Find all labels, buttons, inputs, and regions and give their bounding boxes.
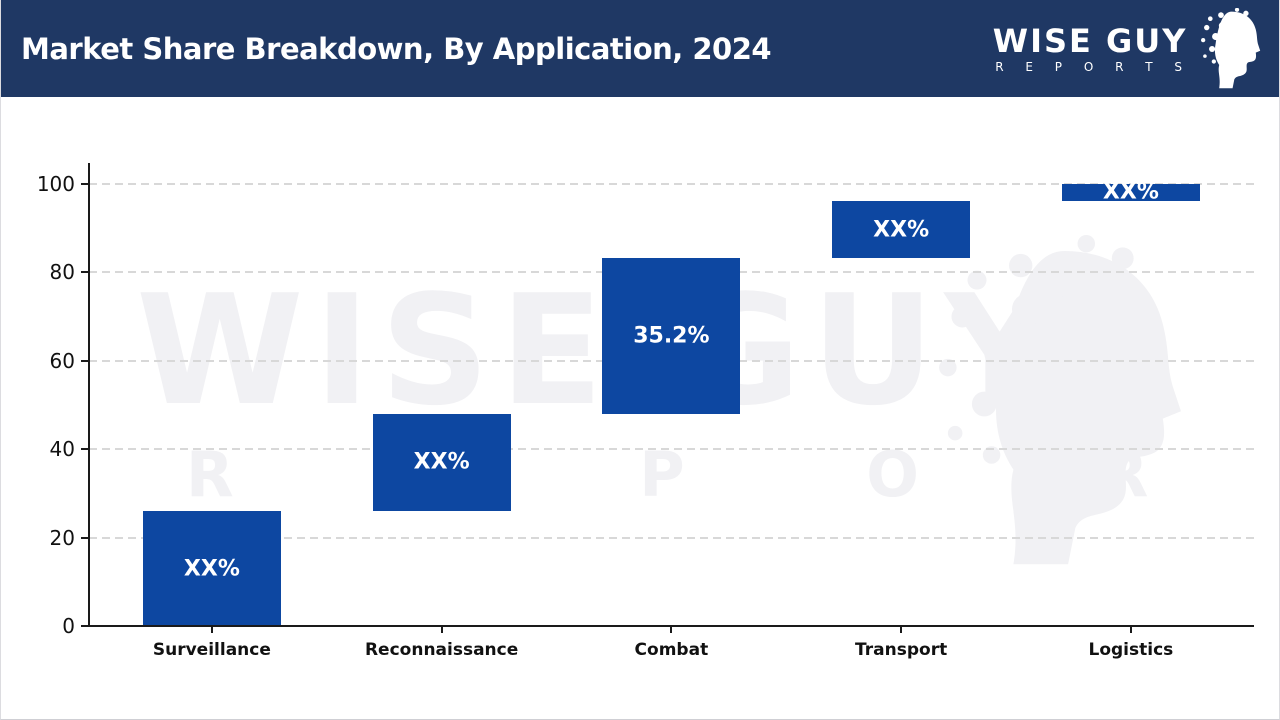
header-bar: Market Share Breakdown, By Application, … (1, 0, 1279, 97)
y-tick-mark (81, 625, 88, 627)
y-axis-line (88, 163, 90, 627)
brand-logo: WISE GUY R E P O R T S (989, 6, 1263, 91)
bar (142, 511, 281, 626)
x-category-label: Transport (855, 640, 948, 660)
x-axis-line (88, 625, 1254, 627)
bar (372, 413, 511, 512)
bar-value-label: 35.2% (633, 323, 710, 349)
grid-line (89, 448, 1254, 451)
brand-logo-text: WISE GUY R E P O R T S (989, 24, 1191, 74)
y-tick-label: 100 (36, 172, 75, 196)
watermark-brand-text: WISE GUY (136, 262, 1065, 439)
grid-line (89, 536, 1254, 539)
y-tick-mark (81, 271, 88, 274)
bar (1061, 184, 1200, 201)
y-tick-mark (81, 536, 88, 539)
y-tick-mark (81, 183, 88, 185)
x-tick-mark (670, 626, 673, 633)
x-tick-mark (1129, 626, 1132, 633)
x-category-label: Logistics (1088, 640, 1174, 660)
y-tick-mark (81, 448, 88, 451)
y-tick-label: 20 (49, 525, 75, 550)
grid-line (89, 183, 1254, 185)
bar-value-label: XX% (1102, 179, 1159, 205)
bar-value-label: XX% (183, 556, 240, 582)
bar (602, 258, 741, 414)
y-tick-mark (81, 359, 88, 362)
y-tick-label: 40 (49, 437, 75, 462)
bar-value-label: XX% (873, 217, 930, 243)
x-category-label: Combat (634, 640, 709, 660)
x-category-label: Reconnaissance (364, 640, 519, 660)
x-tick-mark (440, 626, 443, 633)
bar (832, 200, 971, 259)
brand-subtitle: R E P O R T S (995, 59, 1191, 74)
page-title: Market Share Breakdown, By Application, … (21, 31, 772, 66)
y-tick-label: 80 (49, 260, 75, 285)
x-tick-mark (210, 626, 213, 633)
y-tick-label: 60 (49, 348, 75, 373)
y-tick-label: 0 (62, 614, 75, 638)
bar-value-label: XX% (413, 449, 470, 475)
x-category-label: Surveillance (152, 640, 271, 660)
x-tick-mark (900, 626, 903, 633)
dotted-head-profile-icon (1201, 7, 1261, 88)
brand-name: WISE GUY (992, 21, 1188, 60)
